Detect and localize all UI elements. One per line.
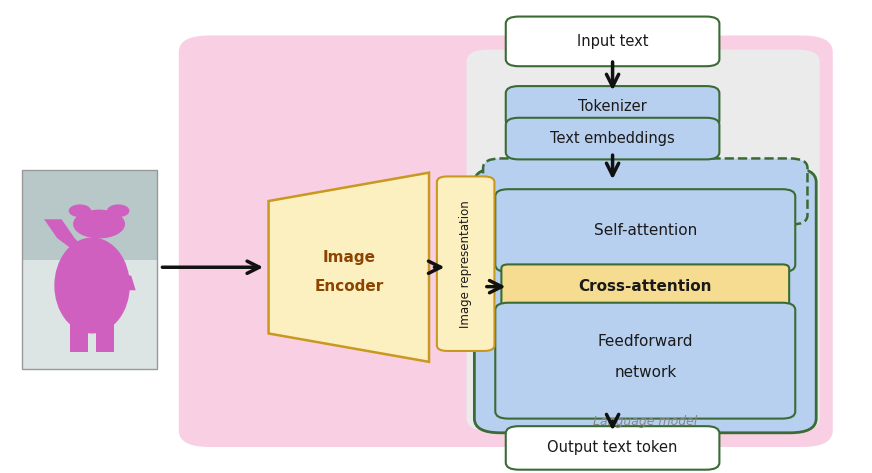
Text: Output text token: Output text token (548, 440, 678, 455)
Circle shape (108, 205, 129, 217)
FancyBboxPatch shape (495, 189, 795, 272)
Text: Input text: Input text (577, 34, 648, 49)
FancyBboxPatch shape (483, 158, 807, 225)
Polygon shape (97, 324, 114, 352)
FancyBboxPatch shape (437, 176, 494, 351)
Ellipse shape (74, 210, 125, 238)
Text: Language model: Language model (593, 415, 698, 429)
FancyBboxPatch shape (179, 35, 833, 447)
Text: Tokenizer: Tokenizer (578, 99, 647, 114)
Text: network: network (614, 365, 677, 380)
Polygon shape (269, 173, 429, 362)
FancyBboxPatch shape (506, 426, 719, 470)
FancyBboxPatch shape (506, 86, 719, 128)
Text: Image: Image (323, 250, 375, 265)
FancyBboxPatch shape (474, 168, 816, 433)
FancyBboxPatch shape (467, 50, 820, 430)
Text: Text embeddings: Text embeddings (550, 131, 675, 146)
FancyBboxPatch shape (506, 118, 719, 159)
Text: Feedforward: Feedforward (597, 334, 693, 349)
Circle shape (70, 205, 91, 217)
FancyBboxPatch shape (22, 170, 157, 260)
Text: Self-attention: Self-attention (594, 223, 697, 238)
Polygon shape (71, 324, 88, 352)
FancyBboxPatch shape (22, 260, 157, 369)
Text: Image representation: Image representation (460, 200, 472, 328)
FancyBboxPatch shape (501, 264, 789, 309)
FancyBboxPatch shape (495, 303, 795, 419)
Polygon shape (44, 219, 88, 253)
Text: Encoder: Encoder (314, 279, 384, 294)
Polygon shape (110, 267, 136, 290)
Ellipse shape (55, 238, 129, 333)
FancyBboxPatch shape (506, 17, 719, 66)
Text: Cross-attention: Cross-attention (578, 279, 712, 294)
